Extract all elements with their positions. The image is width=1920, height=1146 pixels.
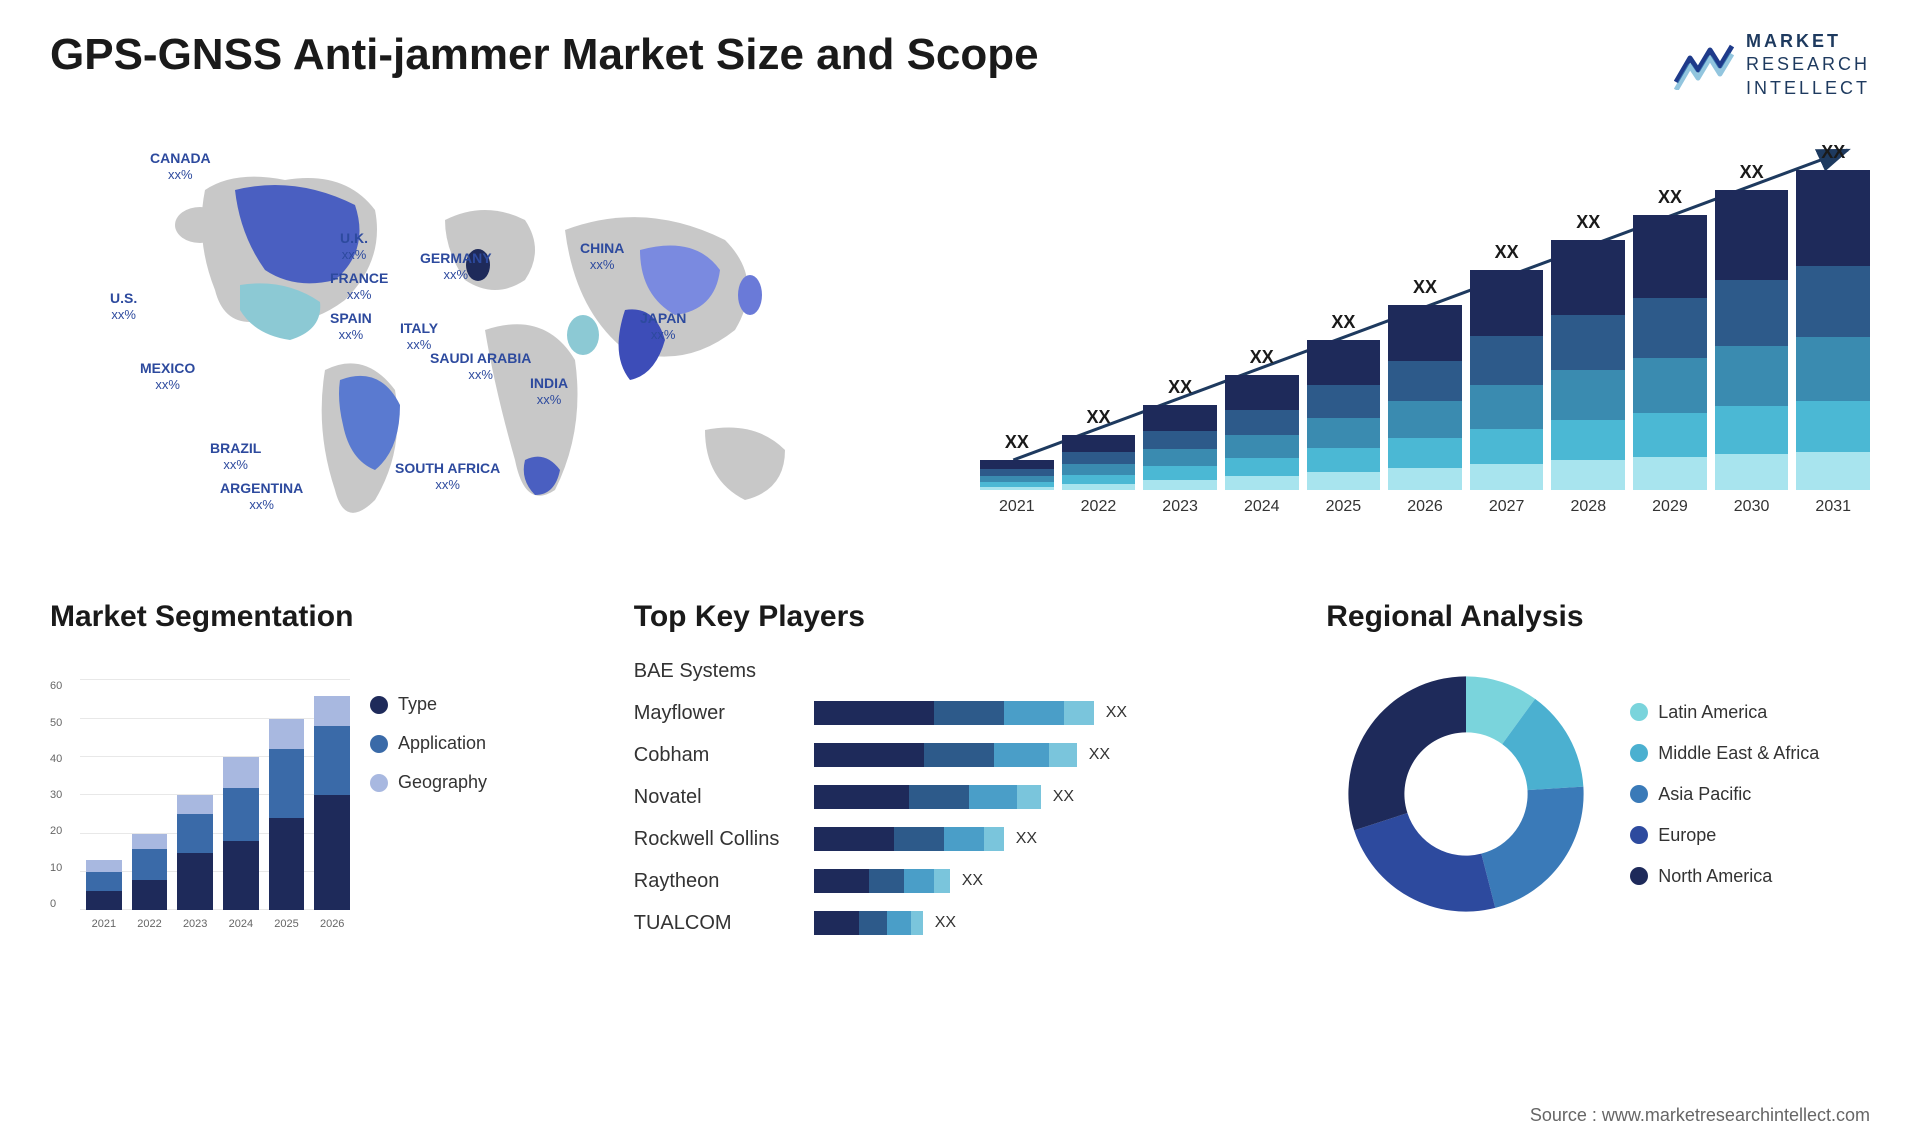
map-label: MEXICOxx% <box>140 360 195 392</box>
map-label: BRAZILxx% <box>210 440 261 472</box>
forecast-year-label: 2027 <box>1470 498 1544 516</box>
forecast-bar: XX <box>1796 170 1870 490</box>
forecast-year-label: 2024 <box>1225 498 1299 516</box>
legend-item: Middle East & Africa <box>1630 743 1819 764</box>
players-panel: Top Key Players BAE Systems MayflowerXX Co… <box>634 600 1287 940</box>
logo-line1: MARKET <box>1746 30 1870 53</box>
player-row: RaytheonXX <box>634 864 1287 898</box>
seg-bar <box>269 719 305 911</box>
legend-item: Europe <box>1630 825 1819 846</box>
legend-item: Asia Pacific <box>1630 784 1819 805</box>
logo-mark-icon <box>1674 40 1734 90</box>
forecast-bar: XX <box>1143 405 1217 490</box>
map-label: FRANCExx% <box>330 270 388 302</box>
map-label: U.S.xx% <box>110 290 137 322</box>
forecast-year-label: 2026 <box>1388 498 1462 516</box>
segmentation-title: Market Segmentation <box>50 600 594 634</box>
forecast-year-label: 2030 <box>1715 498 1789 516</box>
player-row: CobhamXX <box>634 738 1287 772</box>
player-row: Rockwell CollinsXX <box>634 822 1287 856</box>
map-label: INDIAxx% <box>530 375 568 407</box>
seg-bar <box>132 834 168 911</box>
donut-slice <box>1349 677 1467 831</box>
segmentation-legend: Type Application Geography <box>370 654 487 934</box>
donut-slice <box>1354 813 1495 912</box>
map-label: SOUTH AFRICAxx% <box>395 460 500 492</box>
forecast-bar: XX <box>980 460 1054 490</box>
regional-title: Regional Analysis <box>1326 600 1870 634</box>
forecast-year-label: 2029 <box>1633 498 1707 516</box>
forecast-bar: XX <box>1715 190 1789 490</box>
logo-line2: RESEARCH <box>1746 53 1870 76</box>
regional-panel: Regional Analysis Latin America Middle Ea… <box>1326 600 1870 940</box>
map-label: SPAINxx% <box>330 310 372 342</box>
regional-legend: Latin America Middle East & Africa Asia Pa… <box>1630 702 1819 887</box>
player-row: NovatelXX <box>634 780 1287 814</box>
legend-item: Latin America <box>1630 702 1819 723</box>
forecast-chart: XXXXXXXXXXXXXXXXXXXXXX 20212022202320242… <box>980 130 1870 550</box>
map-label: CHINAxx% <box>580 240 624 272</box>
forecast-year-label: 2028 <box>1551 498 1625 516</box>
map-label: ITALYxx% <box>400 320 438 352</box>
players-title: Top Key Players <box>634 600 1287 634</box>
forecast-year-label: 2021 <box>980 498 1054 516</box>
map-label: GERMANYxx% <box>420 250 492 282</box>
segmentation-panel: Market Segmentation 0102030405060 202120… <box>50 600 594 940</box>
forecast-bar: XX <box>1225 375 1299 490</box>
regional-donut-chart <box>1326 654 1606 934</box>
seg-bar <box>177 795 213 910</box>
logo: MARKET RESEARCH INTELLECT <box>1674 30 1870 100</box>
world-map: CANADAxx% U.S.xx% MEXICOxx% BRAZILxx% ARGENT… <box>50 130 940 550</box>
forecast-bar: XX <box>1388 305 1462 490</box>
map-label: U.K.xx% <box>340 230 368 262</box>
seg-bar <box>314 696 350 911</box>
map-label: JAPANxx% <box>640 310 686 342</box>
player-row: BAE Systems <box>634 654 1287 688</box>
legend-item: Type <box>370 694 487 715</box>
player-row: TUALCOMXX <box>634 906 1287 940</box>
forecast-bar: XX <box>1551 240 1625 490</box>
forecast-year-label: 2022 <box>1062 498 1136 516</box>
legend-item: North America <box>1630 866 1819 887</box>
map-label: ARGENTINAxx% <box>220 480 303 512</box>
forecast-bar: XX <box>1062 435 1136 490</box>
map-label: CANADAxx% <box>150 150 211 182</box>
forecast-bar: XX <box>1633 215 1707 490</box>
seg-bar <box>223 757 259 910</box>
map-label: SAUDI ARABIAxx% <box>430 350 531 382</box>
player-row: MayflowerXX <box>634 696 1287 730</box>
source-attribution: Source : www.marketresearchintellect.com <box>1530 1105 1870 1126</box>
forecast-year-label: 2023 <box>1143 498 1217 516</box>
forecast-year-label: 2031 <box>1796 498 1870 516</box>
segmentation-chart: 0102030405060 202120222023202420252026 <box>50 654 350 934</box>
legend-item: Geography <box>370 772 487 793</box>
donut-slice <box>1482 787 1584 908</box>
seg-bar <box>86 860 122 910</box>
forecast-bar: XX <box>1307 340 1381 490</box>
page-title: GPS-GNSS Anti-jammer Market Size and Sco… <box>50 30 1039 80</box>
legend-item: Application <box>370 733 487 754</box>
forecast-year-label: 2025 <box>1307 498 1381 516</box>
forecast-bar: XX <box>1470 270 1544 490</box>
logo-line3: INTELLECT <box>1746 77 1870 100</box>
